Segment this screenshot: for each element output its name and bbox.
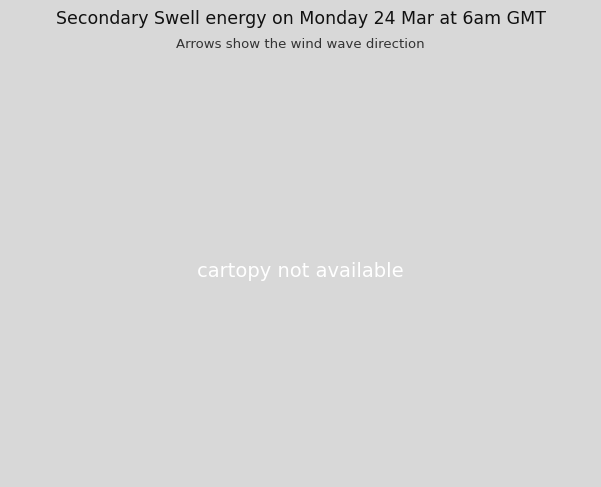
Text: Arrows show the wind wave direction: Arrows show the wind wave direction [176,38,425,51]
Text: Secondary Swell energy on Monday 24 Mar at 6am GMT: Secondary Swell energy on Monday 24 Mar … [55,10,546,28]
Text: cartopy not available: cartopy not available [197,262,404,281]
